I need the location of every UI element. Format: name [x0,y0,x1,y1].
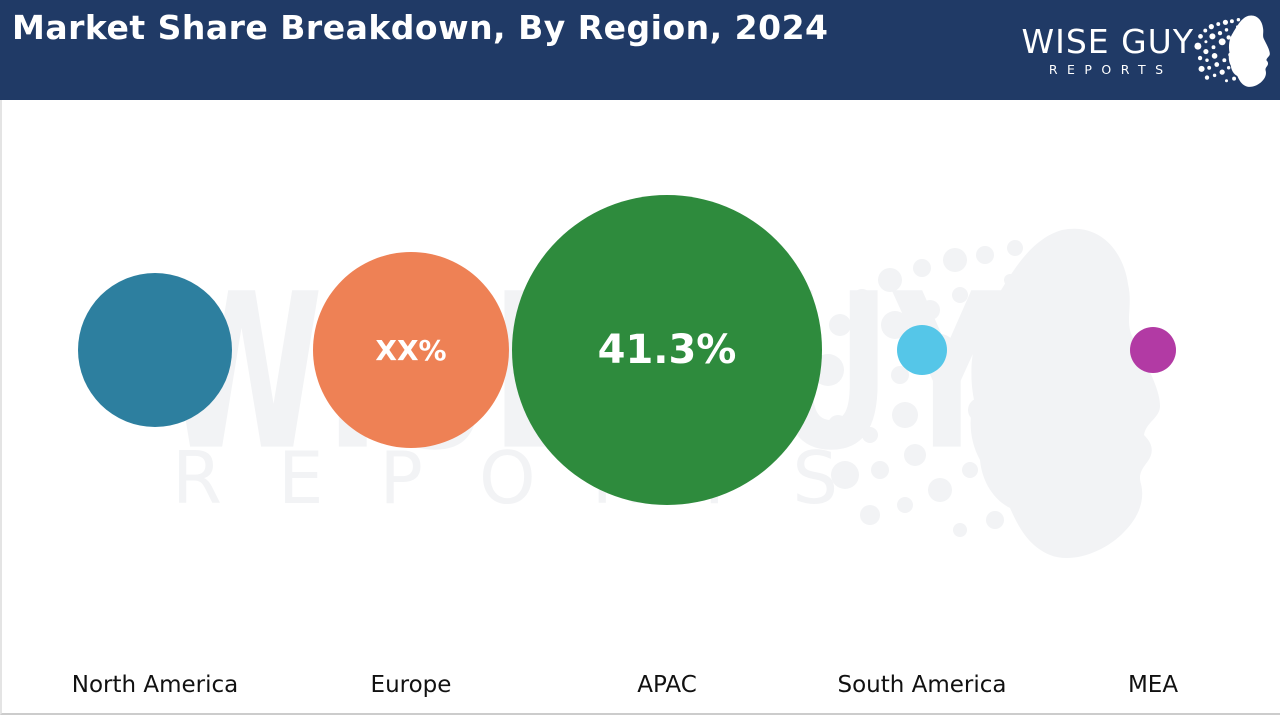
wiseguy-head-icon [1194,15,1270,87]
bubble-south-america [897,325,947,375]
logo-subtitle: REPORTS [1048,62,1173,77]
bubble-value-apac: 41.3% [597,327,737,373]
bubble-apac: 41.3% [512,195,822,505]
header-bar: Market Share Breakdown, By Region, 2024 … [0,0,1280,100]
logo-wordmark: WISE GUY [1021,22,1194,61]
chart-area: WISE GUY REPORTS XX% [0,100,1280,715]
bubble-mea [1130,327,1176,373]
wiseguy-logo: WISE GUY REPORTS [1021,4,1272,96]
watermark-head-icon [812,228,1160,559]
category-label-mea: MEA [1127,672,1179,698]
category-label-europe: Europe [370,672,452,698]
category-label-north-america: North America [71,672,239,698]
category-label-apac: APAC [637,672,697,698]
category-label-south-america: South America [837,672,1007,698]
bubble-value-europe: XX% [375,333,447,367]
bubble-north-america [78,273,232,427]
wiseguy-logo-text: WISE GUY REPORTS [1021,24,1194,78]
chart-title: Market Share Breakdown, By Region, 2024 [12,8,829,47]
bubble-europe: XX% [313,252,509,448]
